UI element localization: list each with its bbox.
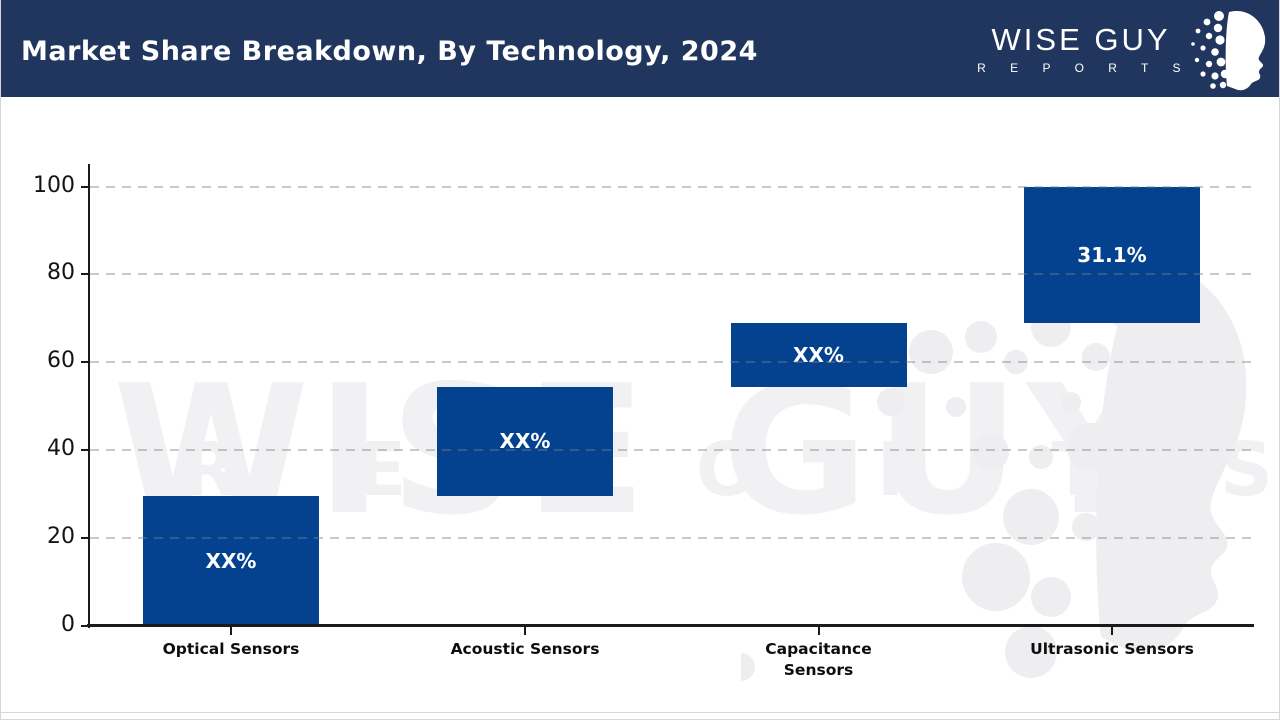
chart-title: Market Share Breakdown, By Technology, 2… — [21, 36, 758, 67]
gridline-60 — [90, 361, 1254, 364]
y-axis-spine — [88, 164, 90, 628]
gridline-80 — [90, 273, 1254, 276]
bar-optical-sensors: XX% — [143, 495, 319, 626]
bar-value-label: XX% — [205, 548, 257, 573]
bar-value-label: XX% — [499, 429, 551, 454]
watermark-face-dots — [741, 257, 1247, 681]
logo-face-icon — [1191, 10, 1266, 91]
x-category-label: Ultrasonic Sensors — [1030, 640, 1194, 658]
y-tick-label-0: 0 — [61, 611, 75, 637]
y-tickmark-0 — [81, 624, 88, 627]
x-tickmark-2 — [817, 627, 820, 635]
header: Market Share Breakdown, By Technology, 2… — [1, 0, 1279, 97]
wiseguy-logo: WISE GUY R E P O R T S — [977, 0, 1269, 97]
bar-ultrasonic-sensors: 31.1% — [1024, 186, 1200, 324]
y-tick-label-80: 80 — [47, 260, 75, 286]
logo-wordmark-sub: R E P O R T S — [977, 61, 1191, 75]
x-category-label: Capacitance Sensors — [765, 640, 872, 679]
logo-wordmark: WISE GUY R E P O R T S — [971, 22, 1191, 75]
y-tick-label-100: 100 — [33, 172, 75, 198]
x-tickmark-3 — [1111, 627, 1113, 635]
x-axis-spine — [87, 624, 1254, 627]
y-tickmark-40 — [81, 448, 88, 451]
x-category-label: Optical Sensors — [162, 640, 300, 658]
bar-capacitance: XX% — [730, 323, 907, 388]
bar-value-label: XX% — [793, 343, 844, 368]
bottom-rule — [1, 712, 1279, 713]
y-tick-label-20: 20 — [47, 523, 75, 549]
x-tickmark-0 — [230, 627, 232, 635]
watermark: WISE GUY R E P O R T S — [1, 97, 1279, 713]
gridline-20 — [90, 536, 1254, 539]
bar-acoustic-sensors: XX% — [437, 387, 613, 496]
gridline-40 — [90, 448, 1254, 451]
y-tick-label-40: 40 — [47, 435, 75, 461]
y-tickmark-20 — [81, 536, 88, 539]
x-tickmark-1 — [524, 627, 526, 635]
logo-wordmark-main: WISE GUY — [991, 22, 1171, 57]
y-tickmark-80 — [81, 273, 88, 276]
x-category-label: Acoustic Sensors — [450, 640, 600, 658]
y-tick-label-60: 60 — [47, 348, 75, 374]
gridline-100 — [90, 185, 1254, 188]
bar-value-label: 31.1% — [1077, 242, 1147, 267]
y-tickmark-60 — [81, 361, 88, 364]
y-tickmark-100 — [81, 185, 88, 188]
